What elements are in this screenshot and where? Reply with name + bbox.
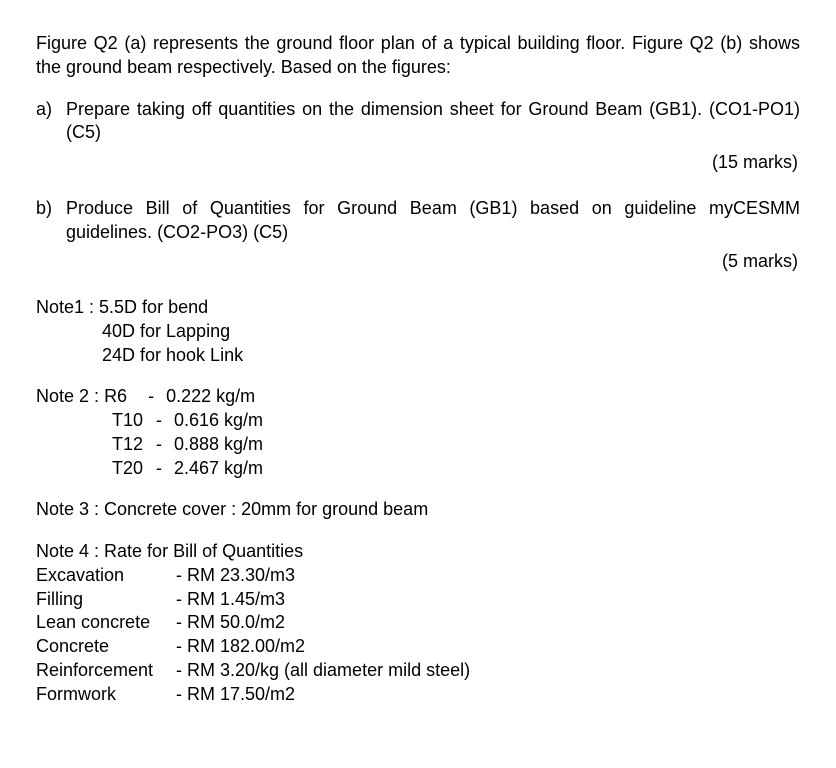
note4-row3-name: Concrete — [36, 635, 176, 659]
intro-paragraph: Figure Q2 (a) represents the ground floo… — [36, 32, 800, 80]
note4-row2-name: Lean concrete — [36, 611, 176, 635]
question-b: b) Produce Bill of Quantities for Ground… — [36, 197, 800, 245]
note4-header: Note 4 : Rate for Bill of Quantities — [36, 540, 800, 564]
note2-block: Note 2 : R6 - 0.222 kg/m T10 - 0.616 kg/… — [36, 385, 800, 480]
note4-row0-name: Excavation — [36, 564, 176, 588]
note2-row2-val: 0.888 kg/m — [174, 433, 263, 457]
note2-row1-name: T10 — [112, 409, 156, 433]
note3-block: Note 3 : Concrete cover : 20mm for groun… — [36, 498, 800, 522]
note4-row1-name: Filling — [36, 588, 176, 612]
note1-line1: Note1 : 5.5D for bend — [36, 296, 800, 320]
note2-row0-name: R6 — [104, 385, 148, 409]
note4-row4-name: Reinforcement — [36, 659, 176, 683]
note2-row2-dash: - — [156, 433, 174, 457]
note2-header: Note 2 : — [36, 385, 99, 409]
question-a: a) Prepare taking off quantities on the … — [36, 98, 800, 146]
note4-row1-val: - RM 1.45/m3 — [176, 588, 285, 612]
question-a-text: Prepare taking off quantities on the dim… — [66, 98, 800, 146]
note2-row3-val: 2.467 kg/m — [174, 457, 263, 481]
note4-row4-val: - RM 3.20/kg (all diameter mild steel) — [176, 659, 470, 683]
question-b-label: b) — [36, 197, 66, 245]
note2-row2-name: T12 — [112, 433, 156, 457]
note1-line3: 24D for hook Link — [36, 344, 800, 368]
question-b-marks: (5 marks) — [36, 250, 798, 274]
note2-row0-val: 0.222 kg/m — [166, 385, 255, 409]
note1-block: Note1 : 5.5D for bend 40D for Lapping 24… — [36, 296, 800, 367]
note4-row5-val: - RM 17.50/m2 — [176, 683, 295, 707]
question-a-label: a) — [36, 98, 66, 146]
note1-line2: 40D for Lapping — [36, 320, 800, 344]
note4-row0-val: - RM 23.30/m3 — [176, 564, 295, 588]
note4-row2-val: - RM 50.0/m2 — [176, 611, 285, 635]
note4-block: Note 4 : Rate for Bill of Quantities Exc… — [36, 540, 800, 706]
note2-row0-dash: - — [148, 385, 166, 409]
note2-row1-dash: - — [156, 409, 174, 433]
note2-row3-name: T20 — [112, 457, 156, 481]
note4-row5-name: Formwork — [36, 683, 176, 707]
question-a-marks: (15 marks) — [36, 151, 798, 175]
question-b-text: Produce Bill of Quantities for Ground Be… — [66, 197, 800, 245]
note2-row3-dash: - — [156, 457, 174, 481]
note4-row3-val: - RM 182.00/m2 — [176, 635, 305, 659]
note2-row1-val: 0.616 kg/m — [174, 409, 263, 433]
